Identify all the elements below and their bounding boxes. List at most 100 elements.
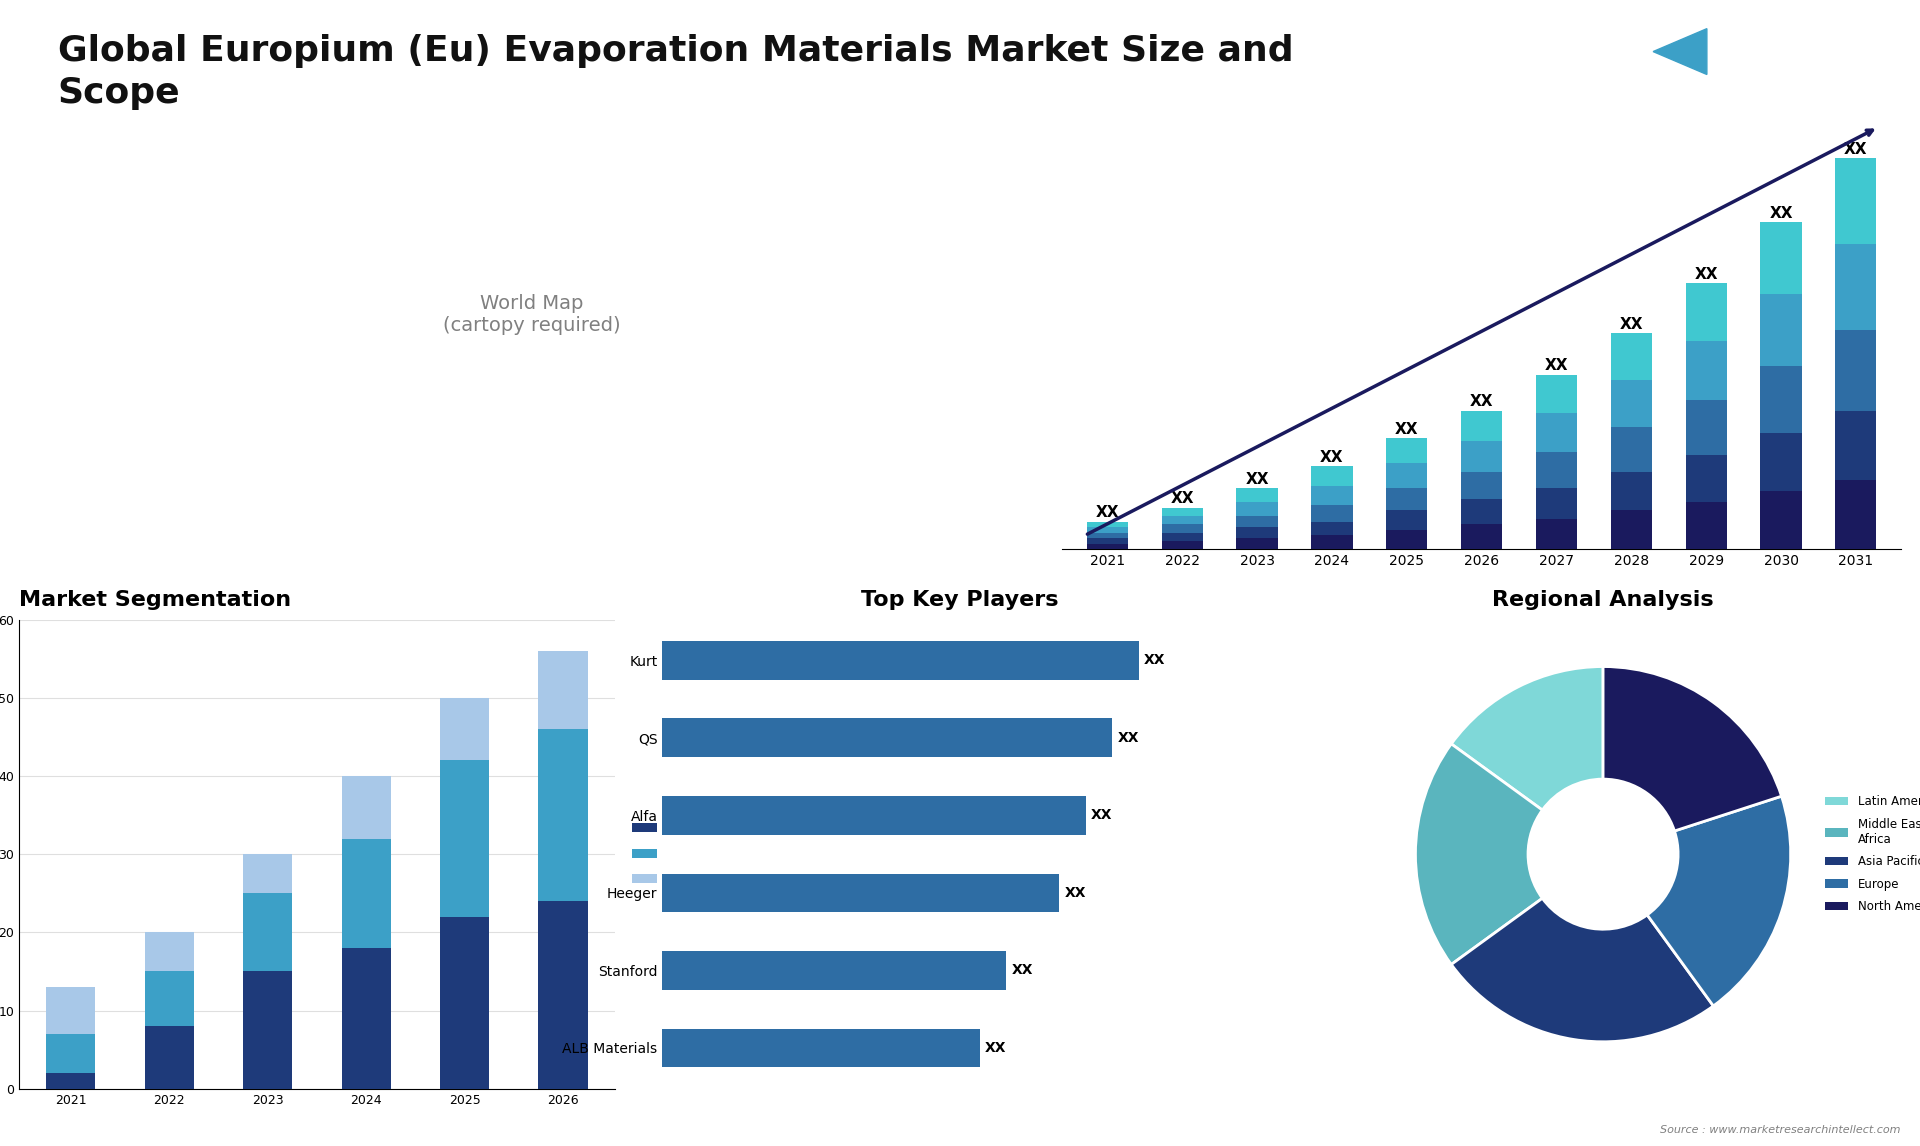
Bar <box>244 893 292 972</box>
Bar <box>440 760 490 917</box>
Text: XX: XX <box>1321 449 1344 465</box>
Text: XX: XX <box>1246 472 1269 487</box>
Bar <box>1087 527 1127 533</box>
Text: XX: XX <box>1064 886 1087 900</box>
Bar <box>1836 330 1876 410</box>
Bar <box>440 698 490 760</box>
Bar <box>342 839 392 948</box>
Bar <box>538 651 588 729</box>
Text: XX: XX <box>1695 267 1718 282</box>
Text: World Map
(cartopy required): World Map (cartopy required) <box>444 295 620 336</box>
Bar <box>662 719 1112 758</box>
Bar <box>144 933 194 972</box>
Bar <box>662 641 1139 680</box>
Bar <box>1836 158 1876 244</box>
Bar <box>1236 502 1277 516</box>
Wedge shape <box>1603 667 1782 831</box>
Bar <box>1087 521 1127 527</box>
Bar <box>1236 488 1277 502</box>
Bar <box>1386 510 1427 529</box>
Bar <box>1536 414 1576 453</box>
Bar <box>1162 533 1202 541</box>
Text: XX: XX <box>1144 653 1165 667</box>
Bar <box>1836 480 1876 549</box>
Legend: Type, Application, Geography: Type, Application, Geography <box>626 817 741 892</box>
Bar <box>662 951 1006 990</box>
Bar <box>1686 502 1726 549</box>
Text: XX: XX <box>1546 359 1569 374</box>
Text: XX: XX <box>1012 964 1033 978</box>
Bar <box>1162 541 1202 549</box>
Bar <box>1311 466 1352 486</box>
Bar <box>46 1034 96 1073</box>
Text: INTELLECT: INTELLECT <box>1711 102 1784 116</box>
Bar <box>1386 529 1427 549</box>
Bar <box>1461 525 1501 549</box>
Bar <box>1611 380 1651 427</box>
Bar <box>1536 519 1576 549</box>
Bar <box>244 972 292 1089</box>
Text: Market Segmentation: Market Segmentation <box>19 590 292 610</box>
Bar <box>1461 500 1501 525</box>
Bar <box>46 1073 96 1089</box>
Text: Global Europium (Eu) Evaporation Materials Market Size and
Scope: Global Europium (Eu) Evaporation Materia… <box>58 34 1294 110</box>
Legend: Latin America, Middle East &
Africa, Asia Pacific, Europe, North America: Latin America, Middle East & Africa, Asi… <box>1820 791 1920 918</box>
Bar <box>1686 455 1726 502</box>
Bar <box>46 987 96 1034</box>
Bar <box>1536 375 1576 414</box>
Bar <box>1686 283 1726 342</box>
Bar <box>1162 525 1202 533</box>
Bar <box>1236 527 1277 539</box>
Text: XX: XX <box>1770 206 1793 221</box>
Bar <box>144 1026 194 1089</box>
Bar <box>1761 367 1801 433</box>
Bar <box>1611 427 1651 472</box>
Bar <box>538 729 588 901</box>
Text: XX: XX <box>1396 422 1419 437</box>
Title: Regional Analysis: Regional Analysis <box>1492 590 1715 610</box>
Bar <box>1386 488 1427 510</box>
Text: RESEARCH: RESEARCH <box>1711 79 1784 93</box>
Bar <box>1536 488 1576 519</box>
Text: MARKET: MARKET <box>1718 56 1776 70</box>
Bar <box>1311 535 1352 549</box>
Bar <box>1761 295 1801 367</box>
Bar <box>1836 244 1876 330</box>
Bar <box>662 873 1060 912</box>
Text: XX: XX <box>1843 142 1868 157</box>
Bar <box>244 854 292 893</box>
Title: Top Key Players: Top Key Players <box>862 590 1058 610</box>
Bar <box>1761 492 1801 549</box>
Bar <box>1461 441 1501 472</box>
Polygon shape <box>1653 29 1707 74</box>
Bar <box>1236 516 1277 527</box>
Text: XX: XX <box>1171 492 1194 507</box>
Text: XX: XX <box>985 1041 1006 1055</box>
Bar <box>440 917 490 1089</box>
Bar <box>1611 510 1651 549</box>
Bar <box>1836 410 1876 480</box>
Wedge shape <box>1647 796 1791 1006</box>
Bar <box>1162 508 1202 516</box>
Bar <box>1761 433 1801 492</box>
Bar <box>1461 410 1501 441</box>
Bar <box>1162 516 1202 525</box>
Bar <box>144 972 194 1026</box>
Bar <box>662 796 1085 834</box>
Bar <box>1087 539 1127 543</box>
Bar <box>1236 539 1277 549</box>
Bar <box>1386 439 1427 463</box>
Bar <box>342 776 392 839</box>
Wedge shape <box>1415 744 1542 965</box>
Bar <box>1611 333 1651 380</box>
Bar <box>1311 486 1352 505</box>
Bar <box>662 1029 979 1067</box>
Text: XX: XX <box>1117 731 1139 745</box>
Bar <box>1386 463 1427 488</box>
Bar <box>1087 543 1127 549</box>
Wedge shape <box>1452 898 1713 1042</box>
Bar <box>1611 472 1651 510</box>
Bar <box>538 901 588 1089</box>
Wedge shape <box>1452 667 1603 810</box>
Bar <box>1536 453 1576 488</box>
